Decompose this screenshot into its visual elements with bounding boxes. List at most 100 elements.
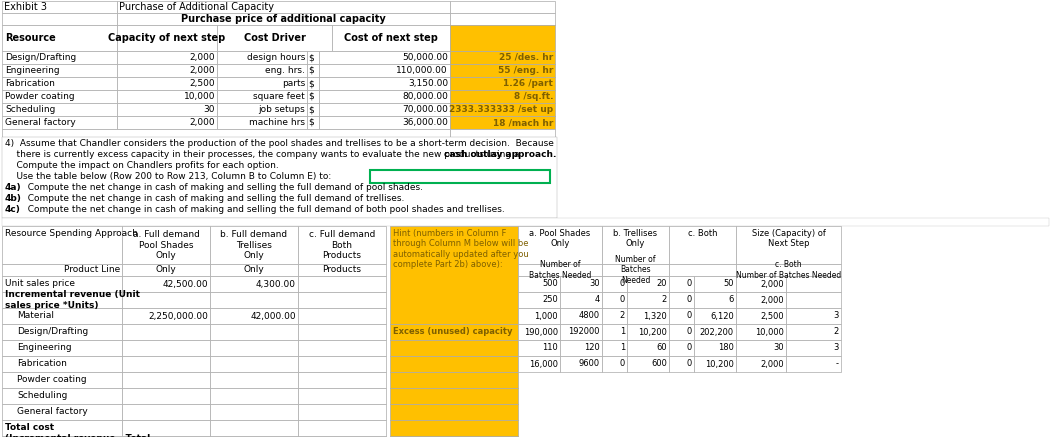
Bar xyxy=(669,264,736,276)
Text: 2333.333333 /set up: 2333.333333 /set up xyxy=(449,105,553,114)
Text: $: $ xyxy=(308,105,314,114)
Bar xyxy=(117,77,217,90)
Text: 10,000: 10,000 xyxy=(184,92,215,101)
Bar xyxy=(217,90,307,103)
Text: 4c): 4c) xyxy=(5,205,21,214)
Bar xyxy=(602,226,669,264)
Text: 25 /des. hr: 25 /des. hr xyxy=(499,53,553,62)
Text: 0: 0 xyxy=(686,312,692,320)
Bar xyxy=(694,356,736,372)
Text: cash outlay approach.: cash outlay approach. xyxy=(444,150,556,159)
Text: 192000: 192000 xyxy=(569,327,600,336)
Bar xyxy=(518,340,560,356)
Text: 70,000.00: 70,000.00 xyxy=(403,105,448,114)
Text: Cost Driver: Cost Driver xyxy=(244,33,306,43)
Bar xyxy=(217,116,307,129)
Bar xyxy=(602,308,627,324)
Bar xyxy=(320,64,450,77)
Text: 0: 0 xyxy=(686,295,692,305)
Bar xyxy=(627,308,669,324)
Text: Engineering: Engineering xyxy=(17,343,71,353)
Bar xyxy=(450,129,555,137)
Bar xyxy=(627,356,669,372)
Bar xyxy=(560,292,602,308)
Text: Use the table below (Row 200 to Row 213, Column B to Column E) to:: Use the table below (Row 200 to Row 213,… xyxy=(5,172,331,181)
Text: 6,120: 6,120 xyxy=(710,312,734,320)
Text: 202,200: 202,200 xyxy=(700,327,734,336)
Bar xyxy=(450,51,555,64)
Text: Compute the net change in cash of making and selling the full demand of both poo: Compute the net change in cash of making… xyxy=(22,205,504,214)
Bar xyxy=(736,308,786,324)
Text: machine hrs: machine hrs xyxy=(249,118,305,127)
Bar xyxy=(2,90,117,103)
Text: $: $ xyxy=(308,92,314,101)
Bar xyxy=(450,90,555,103)
Text: 1.26 /part: 1.26 /part xyxy=(503,79,553,88)
Text: 30: 30 xyxy=(590,280,600,288)
Bar xyxy=(669,340,694,356)
Bar xyxy=(669,276,694,292)
Text: 2,250,000.00: 2,250,000.00 xyxy=(148,312,208,320)
Text: 0: 0 xyxy=(686,343,692,353)
Text: eng. hrs.: eng. hrs. xyxy=(265,66,305,75)
Bar xyxy=(786,324,841,340)
Bar xyxy=(307,77,320,90)
Text: Capacity of next step: Capacity of next step xyxy=(108,33,226,43)
Bar xyxy=(627,276,669,292)
Bar xyxy=(298,276,386,292)
Bar xyxy=(450,13,555,25)
Bar xyxy=(298,292,386,308)
Text: -: - xyxy=(836,360,839,368)
Bar xyxy=(117,90,217,103)
Bar xyxy=(320,103,450,116)
Bar xyxy=(122,372,210,388)
Text: Material: Material xyxy=(17,312,54,320)
Text: Incremental revenue (Unit
sales price *Units): Incremental revenue (Unit sales price *U… xyxy=(5,290,140,310)
Bar xyxy=(786,340,841,356)
Bar xyxy=(210,276,298,292)
Text: 18 /mach hr: 18 /mach hr xyxy=(493,118,553,127)
Bar xyxy=(210,226,298,264)
Bar xyxy=(210,420,298,436)
Text: 42,000.00: 42,000.00 xyxy=(250,312,296,320)
Text: Scheduling: Scheduling xyxy=(5,105,56,114)
Bar xyxy=(2,77,117,90)
Bar xyxy=(2,264,122,276)
Bar xyxy=(307,64,320,77)
Text: square feet: square feet xyxy=(253,92,305,101)
Text: 2,000: 2,000 xyxy=(760,280,784,288)
Text: Number of
Batches
Needed: Number of Batches Needed xyxy=(615,255,656,285)
Text: 0: 0 xyxy=(620,360,625,368)
Text: design hours: design hours xyxy=(247,53,305,62)
Bar xyxy=(560,276,602,292)
Text: 8 /sq.ft.: 8 /sq.ft. xyxy=(514,92,553,101)
Text: 250: 250 xyxy=(542,295,558,305)
Bar xyxy=(450,64,555,77)
Bar xyxy=(122,324,210,340)
Bar xyxy=(694,324,736,340)
Bar xyxy=(122,404,210,420)
Bar xyxy=(307,116,320,129)
Bar xyxy=(298,324,386,340)
Text: Only: Only xyxy=(244,266,265,274)
Text: Purchase of Additional Capacity: Purchase of Additional Capacity xyxy=(119,2,274,12)
Text: b. Full demand
Trellises
Only: b. Full demand Trellises Only xyxy=(221,230,288,260)
Text: Purchase price of additional capacity: Purchase price of additional capacity xyxy=(181,14,386,24)
Bar xyxy=(298,356,386,372)
Bar xyxy=(298,264,386,276)
Text: 30: 30 xyxy=(204,105,215,114)
Bar xyxy=(669,226,736,264)
Text: c. Both: c. Both xyxy=(687,229,717,238)
Bar xyxy=(122,388,210,404)
Text: Unit sales price: Unit sales price xyxy=(5,280,75,288)
Text: 3: 3 xyxy=(833,312,839,320)
Text: Cost of next step: Cost of next step xyxy=(344,33,438,43)
Bar xyxy=(307,103,320,116)
Bar xyxy=(2,324,122,340)
Text: $: $ xyxy=(308,66,314,75)
Text: $: $ xyxy=(308,79,314,88)
Bar xyxy=(390,356,518,372)
Bar xyxy=(560,308,602,324)
Bar xyxy=(117,51,217,64)
Bar xyxy=(320,77,450,90)
